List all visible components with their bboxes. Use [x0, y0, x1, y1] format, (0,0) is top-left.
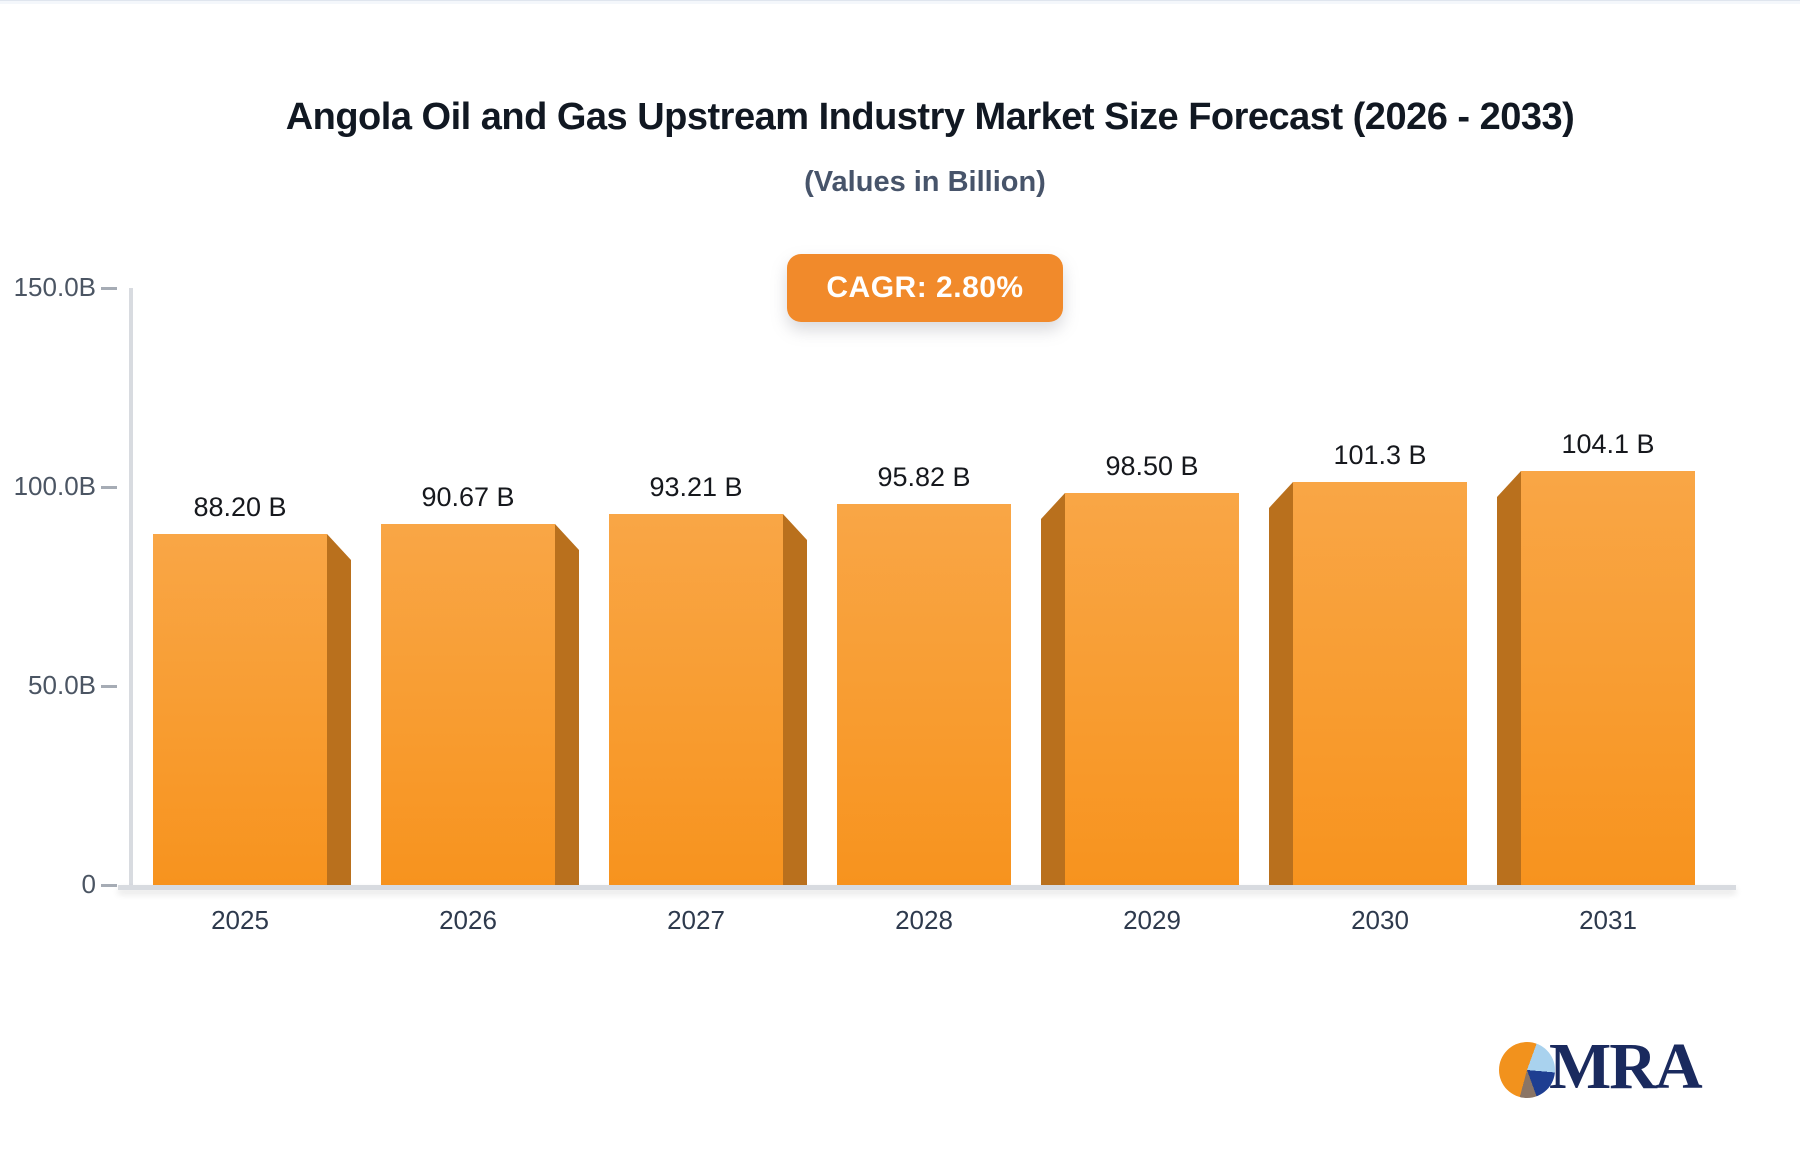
bar [837, 504, 1011, 885]
y-axis-tick [101, 287, 117, 290]
x-axis-label: 2030 [1351, 905, 1409, 935]
bar-value-label: 90.67 B [421, 482, 515, 512]
cagr-badge-label: CAGR: 2.80% [826, 271, 1024, 304]
cagr-badge: CAGR: 2.80% [787, 254, 1063, 322]
page-top-border [0, 0, 1800, 4]
y-axis-tick [101, 884, 117, 887]
bar-side-panel [327, 534, 351, 885]
bar-value-label: 101.3 B [1333, 440, 1427, 470]
bar [381, 524, 555, 885]
bar-value-label: 95.82 B [877, 462, 971, 492]
y-axis-label: 150.0B [13, 272, 96, 302]
y-axis-tick [101, 685, 117, 688]
y-axis-label: 100.0B [13, 471, 96, 501]
bar-value-label: 88.20 B [193, 492, 287, 522]
pie-chart-icon [1499, 1042, 1555, 1098]
y-axis-label: 0 [81, 869, 96, 899]
bar-side-panel [1497, 471, 1521, 885]
bar-side-panel [555, 524, 579, 885]
y-axis-tick [101, 486, 117, 489]
bar-value-label: 93.21 B [649, 472, 743, 502]
x-axis-label: 2029 [1123, 905, 1181, 935]
x-axis-label: 2027 [667, 905, 725, 935]
bar-value-label: 104.1 B [1561, 429, 1655, 459]
x-axis-label: 2026 [439, 905, 497, 935]
bar [153, 534, 327, 885]
brand-logo-text: MRA [1549, 1030, 1703, 1103]
x-axis-label: 2025 [211, 905, 269, 935]
y-axis-line [129, 288, 133, 889]
bar [1293, 482, 1467, 885]
x-axis-label: 2031 [1579, 905, 1637, 935]
y-axis-label: 50.0B [28, 670, 96, 700]
bar-side-panel [1269, 482, 1293, 885]
bar-value-label: 98.50 B [1105, 451, 1199, 481]
x-axis-baseline [118, 885, 1736, 890]
bar [1065, 493, 1239, 885]
bar-side-panel [783, 514, 807, 885]
chart-subtitle: (Values in Billion) [804, 166, 1046, 198]
brand-logo: MRA [1499, 1030, 1759, 1105]
x-axis-label: 2028 [895, 905, 953, 935]
bar [609, 514, 783, 885]
bar-side-panel [1041, 493, 1065, 885]
bar [1521, 471, 1695, 885]
chart-title: Angola Oil and Gas Upstream Industry Mar… [285, 96, 1575, 138]
